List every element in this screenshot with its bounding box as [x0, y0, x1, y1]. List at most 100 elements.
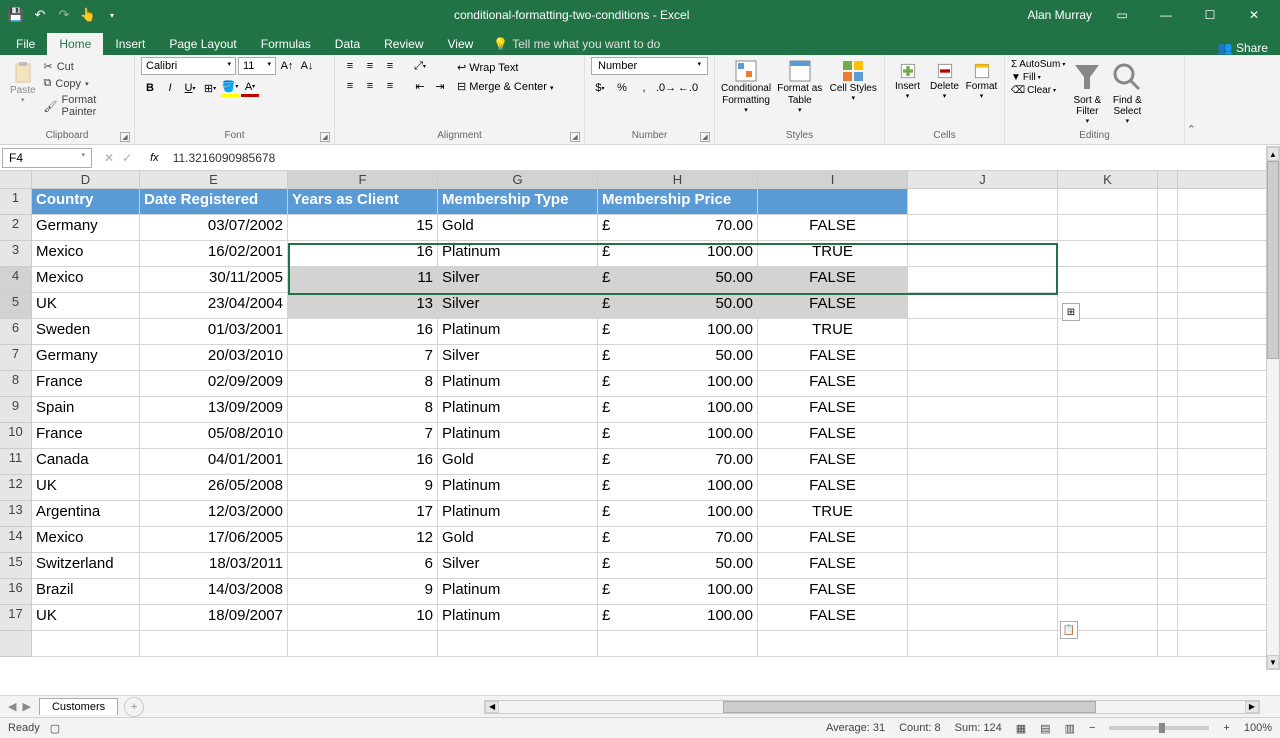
- format-button[interactable]: Format▾: [965, 57, 998, 125]
- cell-bool-13[interactable]: TRUE: [758, 501, 908, 527]
- row-header-8[interactable]: 8: [0, 371, 32, 397]
- cell-price-17[interactable]: £100.00: [598, 605, 758, 631]
- cell-years-13[interactable]: 17: [288, 501, 438, 527]
- select-all-corner[interactable]: [0, 171, 32, 189]
- wrap-text-button[interactable]: ↩ Wrap Text: [457, 61, 554, 74]
- cell-date-6[interactable]: 01/03/2001: [140, 319, 288, 345]
- clipboard-dialog-icon[interactable]: ◢: [120, 132, 130, 142]
- row-header-17[interactable]: 17: [0, 605, 32, 631]
- cell-date-12[interactable]: 26/05/2008: [140, 475, 288, 501]
- cell-years-15[interactable]: 6: [288, 553, 438, 579]
- bold-button[interactable]: B: [141, 79, 159, 97]
- col-header-K[interactable]: K: [1058, 171, 1158, 189]
- scroll-down-icon[interactable]: ▼: [1267, 655, 1279, 669]
- col-header-I[interactable]: I: [758, 171, 908, 189]
- minimize-icon[interactable]: —: [1152, 1, 1180, 29]
- cell-bool-2[interactable]: FALSE: [758, 215, 908, 241]
- cell-bool-6[interactable]: TRUE: [758, 319, 908, 345]
- row-header-14[interactable]: 14: [0, 527, 32, 553]
- find-select-button[interactable]: Find & Select▾: [1109, 57, 1145, 125]
- tab-review[interactable]: Review: [372, 33, 435, 55]
- touch-mode-icon[interactable]: 👆: [80, 7, 96, 23]
- cell-price-11[interactable]: £70.00: [598, 449, 758, 475]
- redo-icon[interactable]: ↷: [56, 7, 72, 23]
- cell-country-5[interactable]: UK: [32, 293, 140, 319]
- cell-country-8[interactable]: France: [32, 371, 140, 397]
- cell-bl2-12[interactable]: [1178, 475, 1280, 501]
- cell-bool-4[interactable]: FALSE: [758, 267, 908, 293]
- macro-record-icon[interactable]: ▢: [50, 722, 60, 735]
- cell-bl2-2[interactable]: [1178, 215, 1280, 241]
- cell-type-17[interactable]: Platinum: [438, 605, 598, 631]
- cell-b1a[interactable]: [1158, 189, 1178, 215]
- collapse-ribbon-icon[interactable]: ⌃: [1187, 123, 1196, 136]
- align-right-icon[interactable]: ≡: [381, 77, 399, 95]
- cell-country-4[interactable]: Mexico: [32, 267, 140, 293]
- cell-type-5[interactable]: Silver: [438, 293, 598, 319]
- enter-formula-icon[interactable]: ✓: [122, 151, 132, 165]
- next-sheet-icon[interactable]: ▶: [22, 700, 30, 713]
- cell-k-12[interactable]: [1058, 475, 1158, 501]
- number-dialog-icon[interactable]: ◢: [700, 132, 710, 142]
- percent-format-icon[interactable]: %: [613, 79, 631, 97]
- cell-type-12[interactable]: Platinum: [438, 475, 598, 501]
- autosum-button[interactable]: Σ AutoSum ▾: [1011, 59, 1065, 70]
- cell-years-2[interactable]: 15: [288, 215, 438, 241]
- cell-bl1-16[interactable]: [1158, 579, 1178, 605]
- cell-j-17[interactable]: [908, 605, 1058, 631]
- cell-partial-4[interactable]: [598, 631, 758, 657]
- sheet-tab-customers[interactable]: Customers: [39, 698, 118, 715]
- cell-price-5[interactable]: £50.00: [598, 293, 758, 319]
- cell-country-6[interactable]: Sweden: [32, 319, 140, 345]
- format-painter-button[interactable]: 🖌Format Painter: [44, 93, 128, 119]
- cell-years-12[interactable]: 9: [288, 475, 438, 501]
- cell-years-4[interactable]: 11: [288, 267, 438, 293]
- cell-j-15[interactable]: [908, 553, 1058, 579]
- cell-price-3[interactable]: £100.00: [598, 241, 758, 267]
- cell-date-4[interactable]: 30/11/2005: [140, 267, 288, 293]
- cell-bl2-8[interactable]: [1178, 371, 1280, 397]
- cell-partial-3[interactable]: [438, 631, 598, 657]
- cell-type-2[interactable]: Gold: [438, 215, 598, 241]
- insert-button[interactable]: Insert▾: [891, 57, 924, 125]
- cell-bool-17[interactable]: FALSE: [758, 605, 908, 631]
- cell-bl2-11[interactable]: [1178, 449, 1280, 475]
- tab-file[interactable]: File: [4, 33, 47, 55]
- quick-analysis-icon[interactable]: ⊞: [1062, 303, 1080, 321]
- delete-button[interactable]: Delete▾: [928, 57, 961, 125]
- cell-price-15[interactable]: £50.00: [598, 553, 758, 579]
- view-page-break-icon[interactable]: ▥: [1065, 722, 1075, 735]
- view-page-layout-icon[interactable]: ▤: [1040, 722, 1050, 735]
- copy-button[interactable]: ⧉Copy▾: [44, 76, 128, 91]
- zoom-in-icon[interactable]: +: [1223, 722, 1229, 734]
- cell-partial-0[interactable]: [32, 631, 140, 657]
- col-header-J[interactable]: J: [908, 171, 1058, 189]
- format-table-button[interactable]: Format as Table▾: [775, 57, 824, 125]
- cell-bool-8[interactable]: FALSE: [758, 371, 908, 397]
- scroll-up-icon[interactable]: ▲: [1267, 147, 1279, 161]
- view-normal-icon[interactable]: ▦: [1016, 722, 1026, 735]
- cell-j-13[interactable]: [908, 501, 1058, 527]
- cell-bool-7[interactable]: FALSE: [758, 345, 908, 371]
- cell-years-14[interactable]: 12: [288, 527, 438, 553]
- user-name[interactable]: Alan Murray: [1027, 8, 1092, 22]
- cell-bool-11[interactable]: FALSE: [758, 449, 908, 475]
- cell-j-12[interactable]: [908, 475, 1058, 501]
- cell-j-5[interactable]: [908, 293, 1058, 319]
- cell-type-10[interactable]: Platinum: [438, 423, 598, 449]
- italic-button[interactable]: I: [161, 79, 179, 97]
- cell-country-16[interactable]: Brazil: [32, 579, 140, 605]
- cell-type-7[interactable]: Silver: [438, 345, 598, 371]
- cell-bl2-6[interactable]: [1178, 319, 1280, 345]
- cell-bool-14[interactable]: FALSE: [758, 527, 908, 553]
- paste-button[interactable]: Paste ▾: [6, 57, 40, 125]
- cell-partial-6[interactable]: [908, 631, 1058, 657]
- cell-bl1-4[interactable]: [1158, 267, 1178, 293]
- save-icon[interactable]: 💾: [8, 7, 24, 23]
- cell-bl2-7[interactable]: [1178, 345, 1280, 371]
- col-header-G[interactable]: G: [438, 171, 598, 189]
- cell-bl2-9[interactable]: [1178, 397, 1280, 423]
- cell-years-11[interactable]: 16: [288, 449, 438, 475]
- increase-decimal-icon[interactable]: .0→: [657, 79, 675, 97]
- cell-bl1-9[interactable]: [1158, 397, 1178, 423]
